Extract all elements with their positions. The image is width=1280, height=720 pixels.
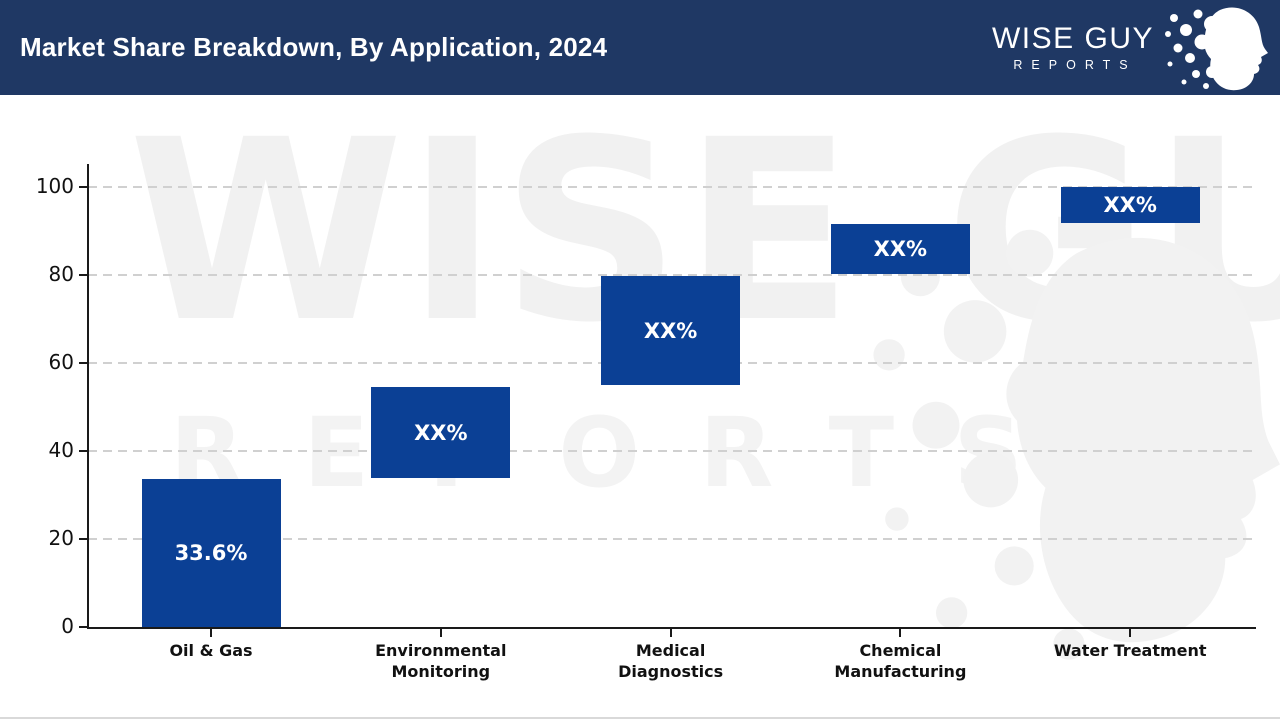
gridline-40 [88, 450, 1256, 452]
y-tick-0 [79, 626, 88, 628]
bar-value-label: XX% [643, 318, 698, 343]
y-tick-label-60: 60 [48, 350, 74, 374]
y-tick-100 [79, 186, 88, 188]
x-category-label-line: Water Treatment [1053, 641, 1207, 660]
header-bar: Market Share Breakdown, By Application, … [0, 0, 1280, 95]
bar-value-label: 33.6% [174, 541, 248, 566]
bar-environmental-monitoring: XX% [371, 387, 511, 478]
x-category-label-line: Diagnostics [618, 661, 724, 681]
y-axis [87, 164, 89, 629]
bottom-rule [0, 717, 1280, 719]
bar-value-label: XX% [1103, 193, 1157, 218]
x-tick-1 [439, 629, 442, 637]
bar-water-treatment: XX% [1060, 187, 1200, 224]
y-tick-label-0: 0 [61, 614, 74, 638]
logo-head-icon [1165, 6, 1268, 90]
bar-medical-diagnostics: XX% [601, 275, 741, 386]
y-tick-label-40: 40 [48, 438, 74, 462]
x-category-label-line: Oil & Gas [169, 641, 253, 660]
x-category-label: Environmental Monitoring [321, 641, 561, 683]
x-category-label: Medical Diagnostics [551, 641, 791, 683]
x-tick-0 [210, 629, 212, 637]
y-tick-40 [79, 450, 88, 452]
x-category-label-line: Monitoring [391, 661, 491, 681]
x-category-label-line: Environmental [375, 641, 507, 660]
bar-chemical-manufacturing: XX% [830, 223, 970, 275]
x-category-label-line: Manufacturing [834, 661, 967, 681]
logo-wordmark: WISE GUY [991, 21, 1154, 55]
bar-value-label: XX% [414, 420, 468, 445]
gridline-20 [88, 538, 1256, 540]
y-tick-80 [79, 274, 88, 276]
x-category-label-line: Chemical [859, 641, 942, 660]
x-axis [87, 627, 1256, 629]
x-category-label: Chemical Manufacturing [780, 641, 1020, 683]
y-tick-label-100: 100 [35, 174, 74, 198]
brand-logo: WISE GUY REPORTS [992, 0, 1272, 95]
y-tick-label-20: 20 [48, 526, 74, 550]
logo-text: WISE GUY REPORTS [991, 21, 1154, 72]
y-tick-20 [79, 538, 88, 540]
bar-value-label: XX% [873, 237, 928, 262]
gridline-80 [88, 274, 1256, 276]
x-tick-3 [899, 629, 902, 637]
x-category-label: Oil & Gas [91, 641, 331, 662]
bar-oil-gas: 33.6% [141, 479, 281, 627]
x-tick-4 [1129, 629, 1132, 637]
gridline-100 [88, 186, 1256, 188]
page-title: Market Share Breakdown, By Application, … [20, 32, 608, 62]
y-tick-60 [79, 362, 88, 364]
x-tick-2 [669, 629, 672, 637]
x-category-label: Water Treatment [1010, 641, 1250, 662]
x-category-label-line: Medical [635, 641, 706, 660]
y-tick-label-80: 80 [48, 262, 74, 286]
logo-subtext: REPORTS [1013, 57, 1137, 72]
